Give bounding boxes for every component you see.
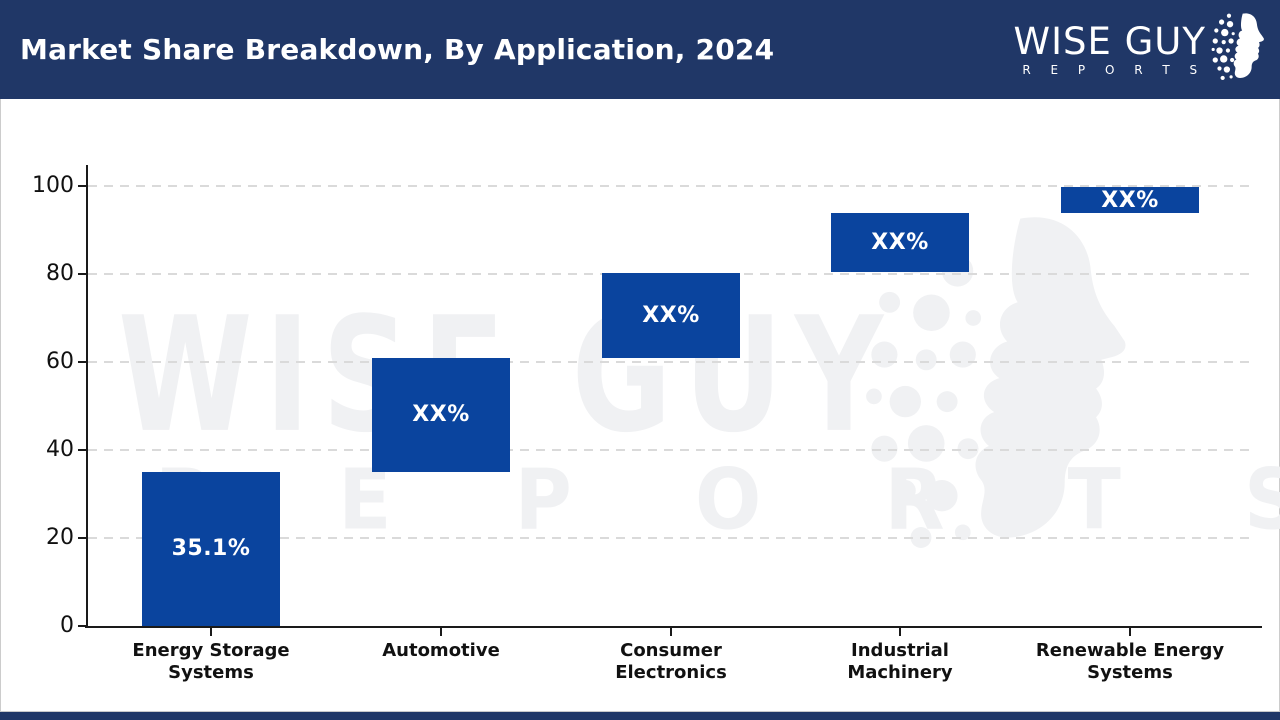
bar-value-label: XX% bbox=[1101, 187, 1159, 213]
gridline bbox=[88, 449, 1253, 451]
category-label: Automotive bbox=[382, 640, 500, 661]
y-tick-label: 0 bbox=[60, 613, 74, 638]
category-label: Energy Storage Systems bbox=[132, 640, 290, 683]
y-axis-tick bbox=[78, 273, 86, 275]
watermark-subtitle: R E P O R T S bbox=[155, 452, 1280, 550]
y-axis-tick bbox=[78, 185, 86, 187]
logo-wordmark: WISE GUY bbox=[1013, 19, 1206, 63]
y-axis-tick bbox=[78, 361, 86, 363]
x-axis-tick bbox=[210, 628, 212, 636]
category-label: Industrial Machinery bbox=[847, 640, 953, 683]
y-tick-label: 20 bbox=[46, 525, 74, 550]
gridline bbox=[88, 537, 1253, 539]
bar-segment: XX% bbox=[372, 357, 510, 472]
header: Market Share Breakdown, By Application, … bbox=[0, 0, 1280, 99]
bar-segment: 35.1% bbox=[142, 471, 280, 626]
bar-segment: XX% bbox=[602, 272, 740, 358]
bar-value-label: 35.1% bbox=[171, 536, 251, 562]
bar-value-label: XX% bbox=[871, 230, 929, 256]
wise-guy-logo: WISE GUY R E P O R T S bbox=[1014, 10, 1280, 90]
y-axis-line bbox=[86, 165, 88, 628]
x-axis-tick bbox=[440, 628, 442, 636]
y-axis-tick bbox=[78, 625, 86, 627]
bar-segment: XX% bbox=[831, 213, 969, 272]
logo-subtitle: R E P O R T S bbox=[1022, 62, 1206, 77]
logo-head-icon bbox=[1211, 12, 1264, 80]
footer-accent-bar bbox=[0, 712, 1280, 720]
y-axis-tick bbox=[78, 449, 86, 451]
y-axis-tick bbox=[78, 537, 86, 539]
x-axis-line bbox=[85, 626, 1262, 628]
y-tick-label: 40 bbox=[46, 437, 74, 462]
category-label: Consumer Electronics bbox=[615, 640, 727, 683]
x-axis-tick bbox=[670, 628, 672, 636]
category-label: Renewable Energy Systems bbox=[1035, 640, 1225, 683]
bar-value-label: XX% bbox=[642, 302, 700, 328]
x-axis-tick bbox=[899, 628, 901, 636]
x-axis-tick bbox=[1129, 628, 1131, 636]
logo-text: WISE GUY R E P O R T S bbox=[1014, 23, 1206, 77]
gridline bbox=[88, 185, 1253, 187]
y-tick-label: 100 bbox=[32, 173, 74, 198]
page-title: Market Share Breakdown, By Application, … bbox=[20, 33, 775, 66]
y-tick-label: 80 bbox=[46, 261, 74, 286]
gridline bbox=[88, 361, 1253, 363]
bar-value-label: XX% bbox=[412, 402, 470, 428]
y-tick-label: 60 bbox=[46, 349, 74, 374]
bar-segment: XX% bbox=[1061, 186, 1199, 214]
